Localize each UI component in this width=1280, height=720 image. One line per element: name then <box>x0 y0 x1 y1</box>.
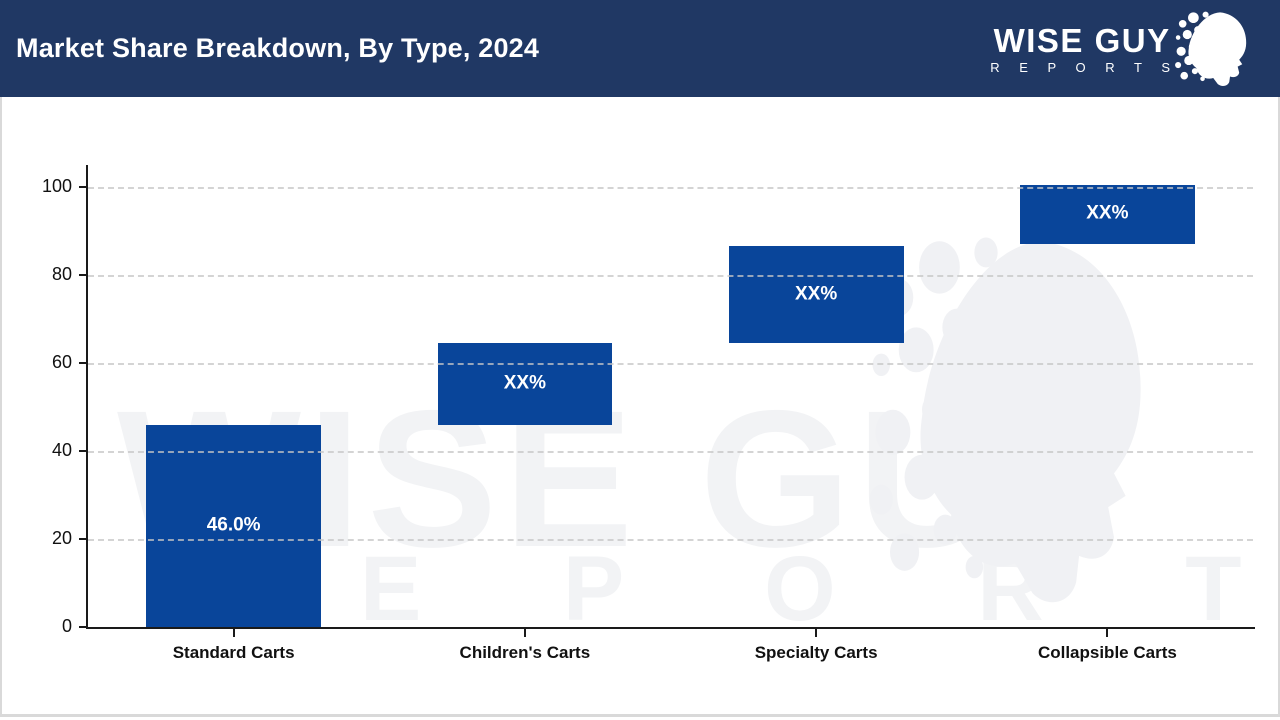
watermark-head-icon <box>869 237 1141 603</box>
gridline <box>88 187 1253 189</box>
x-tick-label: Collapsible Carts <box>1037 643 1177 662</box>
y-tick-mark <box>79 274 86 276</box>
y-tick-label: 20 <box>51 528 72 548</box>
y-tick-mark <box>79 538 86 540</box>
x-tick-label: Standard Carts <box>172 643 295 662</box>
y-tick-label: 80 <box>51 264 72 284</box>
x-tick-label: Children's Carts <box>459 643 591 662</box>
wiseguy-logo-text: WISE GUY R E P O R T S <box>986 24 1178 74</box>
y-tick-mark <box>79 450 86 452</box>
x-tick-mark <box>523 629 526 637</box>
y-tick-mark <box>79 626 86 628</box>
header-bar: Market Share Breakdown, By Type, 2024 WI… <box>0 0 1280 97</box>
x-tick-mark <box>232 629 235 637</box>
bar-value-label: XX% <box>1086 203 1129 225</box>
wiseguy-logo: WISE GUY R E P O R T S <box>986 7 1260 91</box>
y-tick-mark <box>79 362 86 364</box>
y-tick-label: 0 <box>61 616 72 636</box>
gridline <box>88 275 1253 277</box>
bar-children-s-carts: XX% <box>437 343 613 425</box>
bar-collapsible-carts: XX% <box>1020 184 1195 245</box>
gridline <box>88 451 1253 453</box>
y-tick-label: 60 <box>51 352 72 372</box>
gridline <box>88 539 1253 541</box>
x-tick-label: Specialty Carts <box>754 643 878 662</box>
logo-wordmark: WISE GUY <box>993 21 1171 59</box>
x-tick-mark <box>1106 629 1109 637</box>
x-tick-mark <box>815 629 818 637</box>
dotted-head-icon <box>1175 11 1247 86</box>
bar-value-label: XX% <box>503 372 546 394</box>
page-title: Market Share Breakdown, By Type, 2024 <box>16 33 540 63</box>
y-tick-label: 40 <box>51 440 72 460</box>
bar-value-label: 46.0% <box>206 514 261 536</box>
x-axis-line <box>86 627 1255 629</box>
plot-area: 46.0% XX% XX% XX% 0 20 40 60 80 100 Standard Cart… <box>42 165 1255 662</box>
bar-standard-carts: 46.0% <box>146 424 321 627</box>
logo-subtitle: R E P O R T S <box>990 59 1178 75</box>
bar-specialty-carts: XX% <box>728 246 904 344</box>
y-tick-mark <box>79 186 86 188</box>
y-axis-line <box>86 165 88 629</box>
y-tick-label: 100 <box>41 176 72 196</box>
gridline <box>88 363 1253 365</box>
bar-value-label: XX% <box>795 283 838 305</box>
